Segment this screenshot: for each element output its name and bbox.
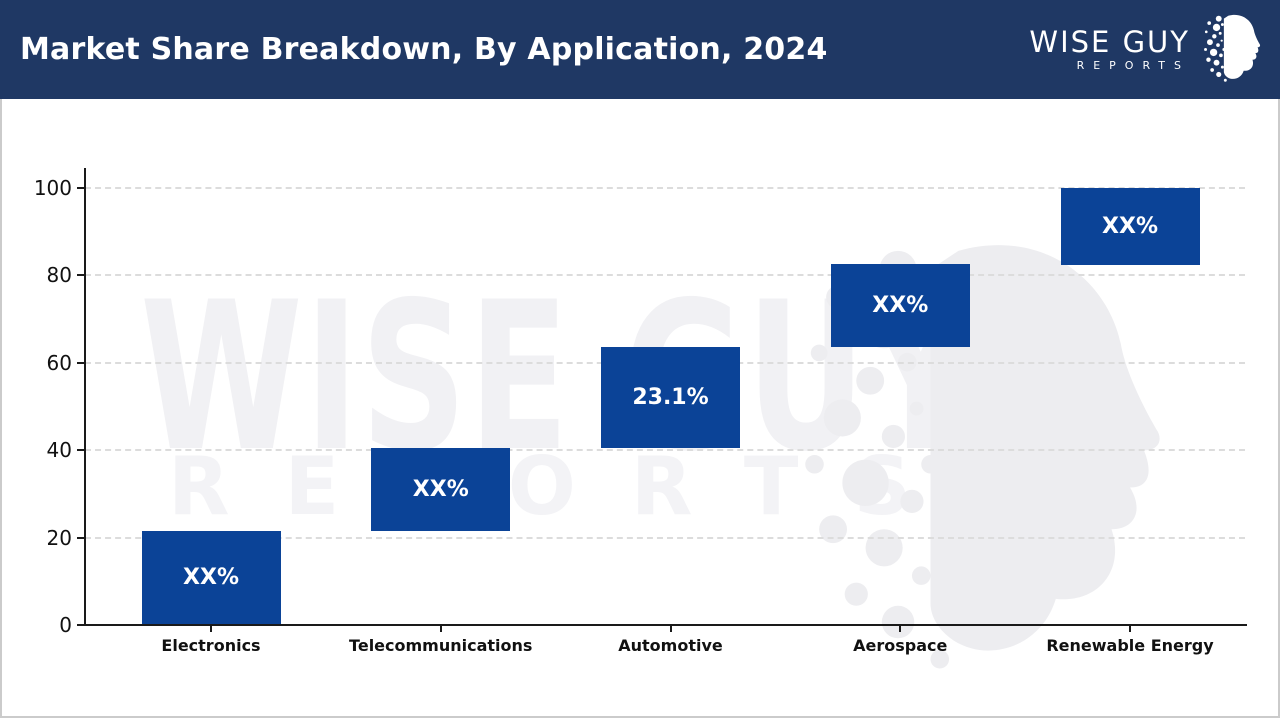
y-tick-100 [77,186,84,189]
x-tick-3 [899,626,902,632]
bar-aerospace: XX% [830,264,970,347]
logo-text: WISE GUY REPORTS [1029,27,1190,73]
wise-guy-logo: WISE GUY REPORTS [1029,10,1262,90]
y-axis-line [84,168,86,626]
header-band: Market Share Breakdown, By Application, … [0,0,1280,99]
x-tick-label: Telecommunications [349,636,533,655]
x-tick-label: Renewable Energy [1046,636,1214,655]
bar-value-label: XX% [872,292,929,318]
watermark-subtitle: REPORTS [168,440,967,533]
bar-renewable-energy: XX% [1060,187,1200,265]
x-axis-line [84,624,1247,626]
chart-region: WISE GUY REPORTS [0,99,1280,718]
gridline-80 [85,274,1245,276]
y-tick-60 [77,361,84,364]
y-tick-label: 100 [33,175,72,200]
dotted-head-logo-icon [1196,10,1262,90]
gridline-20 [85,536,1245,539]
logo-wordmark: WISE GUY [1029,24,1190,59]
y-tick-label: 0 [59,613,72,637]
x-tick-label: Automotive [618,636,723,655]
y-tick-label: 40 [46,438,72,462]
y-tick-40 [77,449,84,451]
gridline-40 [85,449,1245,451]
x-tick-label: Electronics [161,636,261,655]
bar-value-label: XX% [1102,213,1158,239]
chart-title: Market Share Breakdown, By Application, … [20,32,828,67]
gridline-100 [85,186,1245,189]
bar-value-label: 23.1% [632,384,709,410]
bar-value-label: XX% [412,477,469,503]
y-tick-20 [77,536,84,539]
y-tick-label: 20 [46,525,72,550]
plot-area: WISE GUY REPORTS [2,99,1278,716]
x-tick-0 [210,626,212,632]
y-tick-label: 60 [46,350,72,375]
bar-automotive: 23.1% [601,346,740,448]
x-tick-label: Aerospace [853,636,948,655]
logo-subtitle: REPORTS [1076,58,1190,72]
y-tick-label: 80 [46,263,72,287]
x-tick-2 [669,626,672,632]
y-tick-0 [77,624,84,626]
bar-telecommunications: XX% [371,448,511,531]
x-tick-1 [439,626,442,632]
x-tick-4 [1129,626,1131,632]
y-tick-80 [77,274,84,276]
bar-electronics: XX% [141,530,281,625]
bar-value-label: XX% [183,565,239,591]
